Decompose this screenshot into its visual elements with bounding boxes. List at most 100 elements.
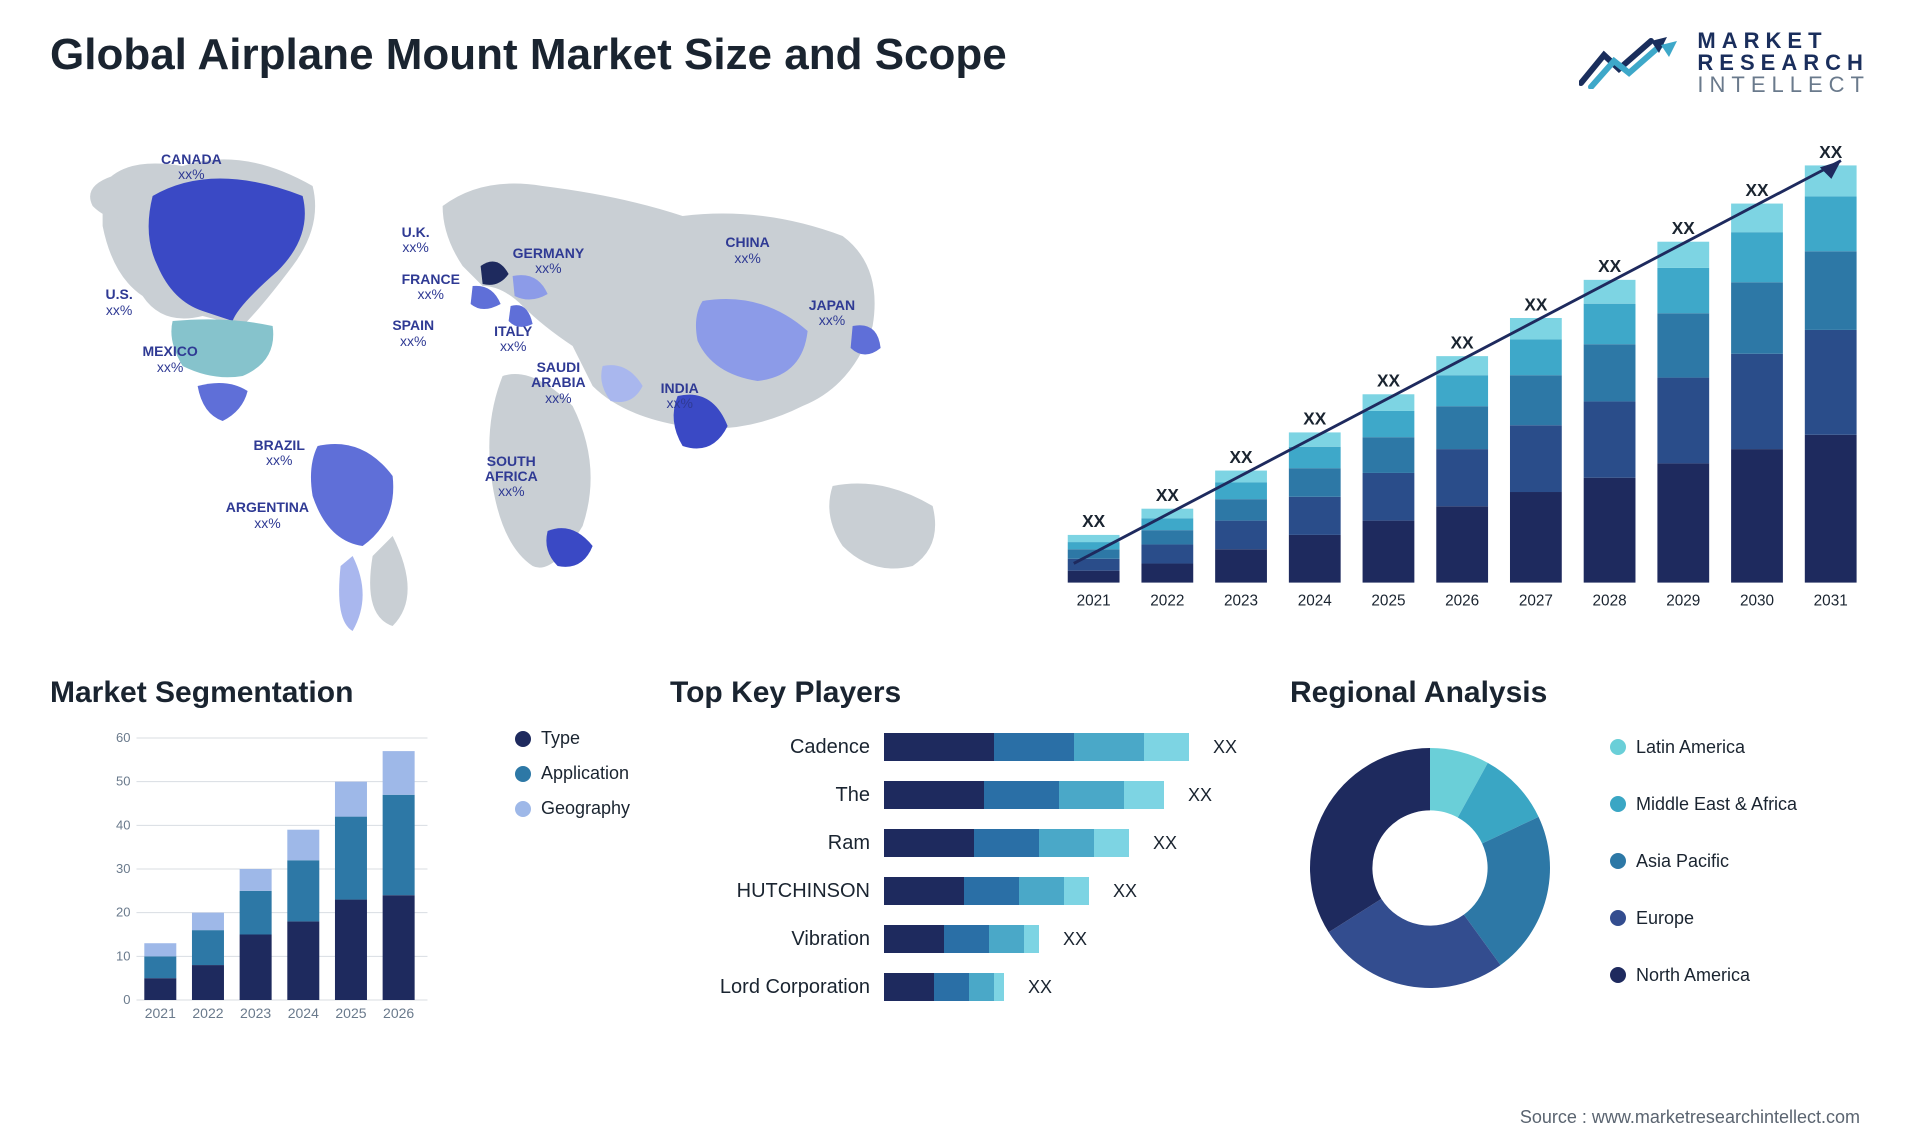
- svg-text:2031: 2031: [1814, 593, 1848, 610]
- svg-text:XX: XX: [1156, 485, 1180, 505]
- player-bar: [884, 829, 1129, 857]
- regional-donut-chart: [1290, 728, 1570, 1008]
- segmentation-section: Market Segmentation 0 10 20 30 40 50 60 2021 202…: [50, 676, 630, 1056]
- legend-item: Geography: [515, 798, 630, 819]
- players-title: Top Key Players: [670, 676, 1250, 710]
- svg-text:2025: 2025: [335, 1005, 366, 1021]
- players-section: Top Key Players CadenceXXTheXXRamXXHUTCH…: [670, 676, 1250, 1056]
- map-label: MEXICOxx%: [143, 344, 198, 375]
- brand-logo: MARKET RESEARCH INTELLECT: [1579, 30, 1870, 96]
- map-label: U.S.xx%: [106, 287, 133, 318]
- players-list: CadenceXXTheXXRamXXHUTCHINSONXXVibration…: [670, 728, 1250, 1006]
- svg-text:2024: 2024: [1298, 593, 1333, 610]
- player-value: XX: [1028, 977, 1052, 998]
- logo-mark-icon: [1579, 33, 1679, 94]
- player-bar: [884, 973, 1004, 1001]
- map-label: CHINAxx%: [725, 235, 769, 266]
- player-name: Vibration: [670, 928, 870, 951]
- map-label: SOUTHAFRICAxx%: [485, 454, 538, 500]
- svg-text:2030: 2030: [1740, 593, 1774, 610]
- map-label: ITALYxx%: [494, 324, 532, 355]
- page-title: Global Airplane Mount Market Size and Sc…: [50, 30, 1007, 80]
- svg-text:2026: 2026: [1445, 593, 1479, 610]
- map-label: U.K.xx%: [402, 225, 430, 256]
- regional-section: Regional Analysis Latin America Middle Ea…: [1290, 676, 1870, 1056]
- logo-text: MARKET RESEARCH INTELLECT: [1697, 30, 1870, 96]
- svg-text:40: 40: [116, 817, 130, 832]
- svg-text:2028: 2028: [1593, 593, 1627, 610]
- logo-line-1: MARKET: [1697, 30, 1870, 52]
- logo-line-2: RESEARCH: [1697, 52, 1870, 74]
- player-row: Ram XX: [670, 824, 1250, 862]
- svg-text:XX: XX: [1377, 371, 1401, 391]
- legend-item: Middle East & Africa: [1610, 794, 1797, 815]
- player-value: XX: [1113, 881, 1137, 902]
- svg-text:20: 20: [116, 905, 130, 920]
- svg-text:10: 10: [116, 948, 130, 963]
- player-name: Cadence: [670, 736, 870, 759]
- legend-item: Application: [515, 763, 630, 784]
- player-name: HUTCHINSON: [670, 880, 870, 903]
- svg-text:2024: 2024: [288, 1005, 319, 1021]
- svg-text:XX: XX: [1598, 256, 1622, 276]
- segmentation-bar-chart: 0 10 20 30 40 50 60 2021 2022 2023 2024 2025 2026: [50, 728, 485, 1028]
- map-label: SPAINxx%: [392, 318, 434, 349]
- legend-item: North America: [1610, 965, 1797, 986]
- svg-text:XX: XX: [1525, 294, 1549, 314]
- legend-item: Europe: [1610, 908, 1797, 929]
- svg-text:XX: XX: [1672, 218, 1696, 238]
- segmentation-title: Market Segmentation: [50, 676, 630, 710]
- player-name: The: [670, 784, 870, 807]
- svg-text:XX: XX: [1451, 332, 1475, 352]
- player-value: XX: [1213, 737, 1237, 758]
- svg-text:2022: 2022: [1151, 593, 1185, 610]
- svg-text:0: 0: [123, 992, 130, 1007]
- svg-text:XX: XX: [1746, 180, 1770, 200]
- player-bar: [884, 733, 1189, 761]
- svg-text:XX: XX: [1082, 511, 1106, 531]
- svg-text:2023: 2023: [240, 1005, 271, 1021]
- regional-legend: Latin America Middle East & Africa Asia Pa…: [1610, 737, 1797, 1000]
- regional-title: Regional Analysis: [1290, 676, 1870, 710]
- world-map-svg: [50, 126, 975, 646]
- svg-text:XX: XX: [1303, 409, 1327, 429]
- player-row: The XX: [670, 776, 1250, 814]
- legend-item: Type: [515, 728, 630, 749]
- player-value: XX: [1153, 833, 1177, 854]
- player-value: XX: [1063, 929, 1087, 950]
- map-label: INDIAxx%: [661, 381, 699, 412]
- map-label: CANADAxx%: [161, 152, 222, 183]
- player-row: Vibration XX: [670, 920, 1250, 958]
- map-label: FRANCExx%: [402, 272, 460, 303]
- svg-text:2022: 2022: [192, 1005, 223, 1021]
- legend-item: Latin America: [1610, 737, 1797, 758]
- player-name: Ram: [670, 832, 870, 855]
- svg-text:60: 60: [116, 730, 130, 745]
- logo-line-3: INTELLECT: [1697, 74, 1870, 96]
- svg-text:2021: 2021: [1077, 593, 1111, 610]
- source-attribution: Source : www.marketresearchintellect.com: [1520, 1107, 1860, 1128]
- player-bar: [884, 877, 1089, 905]
- player-value: XX: [1188, 785, 1212, 806]
- svg-text:2021: 2021: [145, 1005, 176, 1021]
- svg-text:30: 30: [116, 861, 130, 876]
- player-row: HUTCHINSON XX: [670, 872, 1250, 910]
- svg-text:50: 50: [116, 774, 130, 789]
- player-name: Lord Corporation: [670, 976, 870, 999]
- map-label: JAPANxx%: [809, 298, 855, 329]
- svg-text:2026: 2026: [383, 1005, 414, 1021]
- legend-item: Asia Pacific: [1610, 851, 1797, 872]
- svg-text:2023: 2023: [1224, 593, 1258, 610]
- player-bar: [884, 925, 1039, 953]
- player-bar: [884, 781, 1164, 809]
- segmentation-legend: Type Application Geography: [515, 728, 630, 833]
- forecast-bar-chart: XX2021XX2022XX2023XX2024XX2025XX2026XX20…: [1045, 126, 1870, 646]
- player-row: Cadence XX: [670, 728, 1250, 766]
- svg-text:2027: 2027: [1519, 593, 1553, 610]
- forecast-chart-panel: XX2021XX2022XX2023XX2024XX2025XX2026XX20…: [1015, 126, 1870, 646]
- world-map-panel: CANADAxx%U.S.xx%MEXICOxx%BRAZILxx%ARGENT…: [50, 126, 975, 646]
- svg-text:XX: XX: [1230, 447, 1254, 467]
- map-label: SAUDIARABIAxx%: [531, 360, 585, 406]
- svg-text:2029: 2029: [1666, 593, 1700, 610]
- map-label: BRAZILxx%: [254, 438, 305, 469]
